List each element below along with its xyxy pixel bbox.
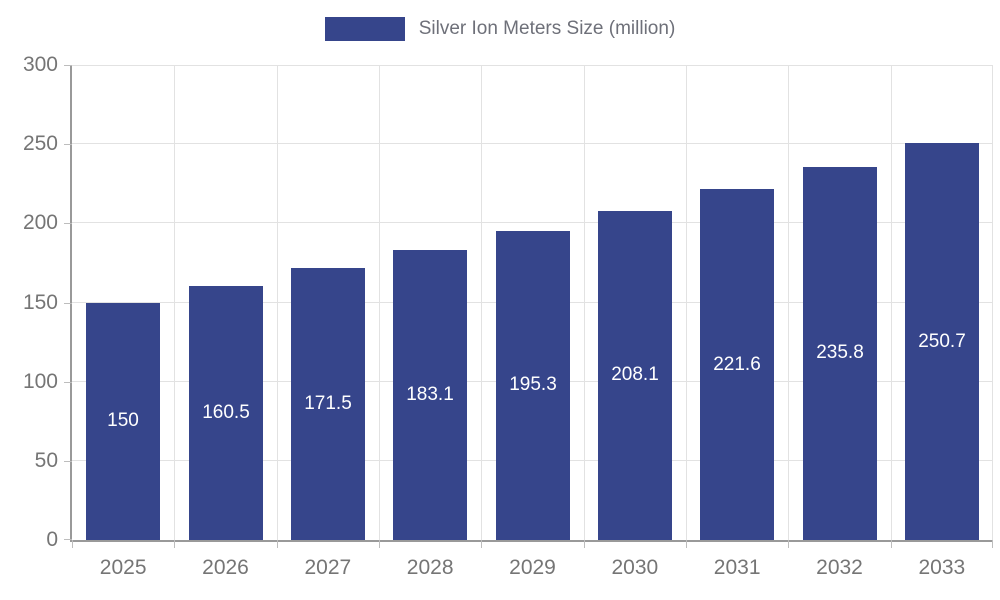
x-axis-label: 2029 [509, 556, 556, 579]
x-axis-label: 2033 [918, 556, 966, 579]
gridline-vertical [379, 65, 380, 540]
legend[interactable]: Silver Ion Meters Size (million) [0, 17, 1000, 41]
x-axis-tick [481, 540, 482, 548]
y-axis-tick [64, 65, 72, 66]
gridline-vertical [174, 65, 175, 540]
bar-value-label: 235.8 [816, 342, 864, 364]
gridline-horizontal [72, 65, 993, 66]
x-axis-label: 2032 [816, 556, 863, 579]
x-axis-label: 2031 [713, 556, 761, 579]
gridline-vertical [584, 65, 585, 540]
y-axis-label: 50 [34, 448, 58, 472]
bar-value-label: 171.5 [304, 393, 352, 415]
x-axis-tick [277, 540, 278, 548]
bar-value-label: 150 [107, 410, 139, 432]
y-axis-tick [64, 539, 72, 540]
gridline-vertical [788, 65, 789, 540]
y-axis-tick [64, 223, 72, 225]
bar-2028: 183.1 [393, 250, 467, 540]
y-axis-label: 100 [22, 369, 58, 393]
x-axis-tick [174, 540, 175, 548]
plot-area: 0 50 100 150 200 250 300 150 2025 160.5 2026 171.5 2… [23, 53, 993, 579]
y-axis-label: 250 [22, 132, 58, 156]
gridline-horizontal [72, 222, 993, 224]
y-axis-tick [64, 302, 72, 304]
gridline-horizontal [72, 143, 993, 145]
x-axis-tick [686, 540, 687, 548]
x-axis-label: 2030 [611, 556, 659, 579]
bar-2029: 195.3 [496, 230, 570, 540]
x-axis-tick [379, 540, 380, 548]
gridline-vertical [686, 65, 687, 540]
legend-label: Silver Ion Meters Size (million) [418, 18, 676, 39]
y-axis-label: 200 [22, 211, 58, 235]
y-axis-tick [64, 144, 72, 146]
x-axis-tick [992, 540, 993, 548]
y-axis-label: 0 [46, 528, 58, 551]
bar-2026: 160.5 [189, 285, 263, 540]
y-axis-tick [64, 381, 72, 383]
bar-value-label: 250.7 [918, 330, 966, 352]
legend-swatch [324, 17, 405, 41]
bar-2027: 171.5 [291, 268, 365, 540]
x-axis-tick [72, 540, 73, 548]
bar-2033: 250.7 [905, 143, 979, 540]
x-axis-tick [891, 540, 892, 548]
gridline-vertical [481, 65, 482, 540]
x-axis-tick [584, 540, 585, 548]
x-axis-tick [788, 540, 789, 548]
x-axis-label: 2026 [202, 556, 249, 579]
bar-2032: 235.8 [803, 166, 877, 540]
bar-2031: 221.6 [700, 189, 774, 540]
gridline-vertical [891, 65, 892, 540]
bar-value-label: 195.3 [509, 374, 557, 396]
x-axis-label: 2027 [304, 556, 352, 579]
x-axis-label: 2028 [406, 556, 454, 579]
y-axis-label: 150 [22, 290, 58, 314]
x-axis-label: 2025 [99, 556, 147, 579]
gridline-vertical [277, 65, 278, 540]
y-axis-label: 300 [22, 53, 58, 76]
bar-2030: 208.1 [598, 210, 672, 540]
bar-value-label: 208.1 [611, 364, 659, 386]
bar-value-label: 160.5 [202, 401, 250, 423]
gridline-vertical [992, 65, 993, 540]
bar-value-label: 183.1 [406, 384, 454, 406]
y-axis-tick [64, 460, 72, 462]
bar-value-label: 221.6 [713, 353, 761, 375]
bar-2025: 150 [86, 302, 160, 540]
